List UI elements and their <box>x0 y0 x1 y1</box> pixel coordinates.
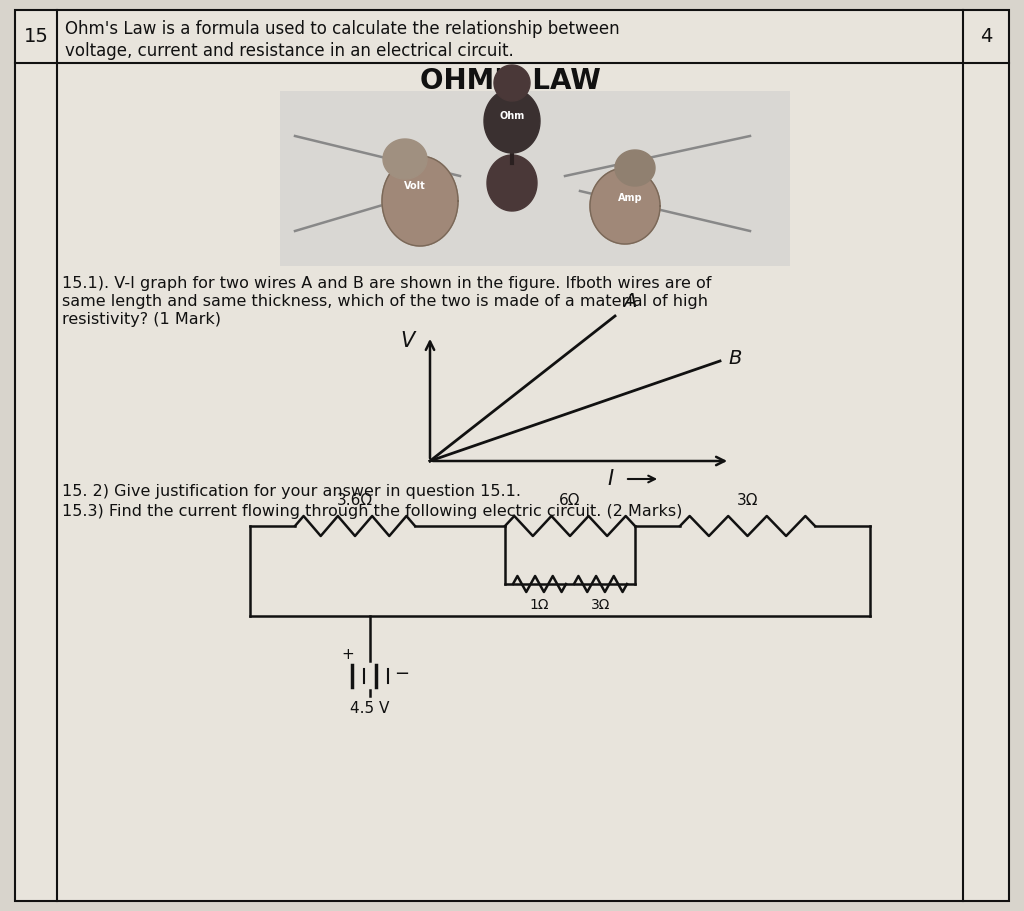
Text: B: B <box>728 350 741 369</box>
Text: Volt: Volt <box>404 181 426 191</box>
Text: 15.3) Find the current flowing through the following electric circuit. (2 Marks): 15.3) Find the current flowing through t… <box>62 504 682 519</box>
Polygon shape <box>590 168 660 244</box>
Text: 4.5 V: 4.5 V <box>350 701 390 716</box>
Polygon shape <box>383 139 427 179</box>
Bar <box>280 91 790 266</box>
Text: voltage, current and resistance in an electrical circuit.: voltage, current and resistance in an el… <box>65 42 514 59</box>
Text: +: + <box>342 647 354 662</box>
Text: −: − <box>394 665 410 683</box>
Text: A: A <box>623 292 636 311</box>
Polygon shape <box>615 150 655 186</box>
Text: I: I <box>607 469 613 489</box>
Text: resistivity? (1 Mark): resistivity? (1 Mark) <box>62 312 221 327</box>
Polygon shape <box>382 156 458 246</box>
Text: 4: 4 <box>980 27 992 46</box>
Text: 6Ω: 6Ω <box>559 493 581 508</box>
Text: 1Ω: 1Ω <box>529 598 549 612</box>
Polygon shape <box>494 65 530 101</box>
Text: 15. 2) Give justification for your answer in question 15.1.: 15. 2) Give justification for your answe… <box>62 484 521 499</box>
Text: same length and same thickness, which of the two is made of a material of high: same length and same thickness, which of… <box>62 294 708 309</box>
Text: 3Ω: 3Ω <box>736 493 758 508</box>
Text: 3Ω: 3Ω <box>591 598 610 612</box>
Text: 15.1). V-I graph for two wires A and B are shown in the figure. Ifboth wires are: 15.1). V-I graph for two wires A and B a… <box>62 276 712 291</box>
Text: Ohm's Law is a formula used to calculate the relationship between: Ohm's Law is a formula used to calculate… <box>65 19 620 37</box>
Text: OHM'S LAW: OHM'S LAW <box>420 67 600 95</box>
Text: Amp: Amp <box>617 193 642 203</box>
Text: 3.6Ω: 3.6Ω <box>337 493 373 508</box>
Polygon shape <box>487 155 537 211</box>
Text: V: V <box>400 331 415 351</box>
Polygon shape <box>484 89 540 153</box>
Text: Ohm: Ohm <box>500 111 524 121</box>
Text: 15: 15 <box>24 27 48 46</box>
